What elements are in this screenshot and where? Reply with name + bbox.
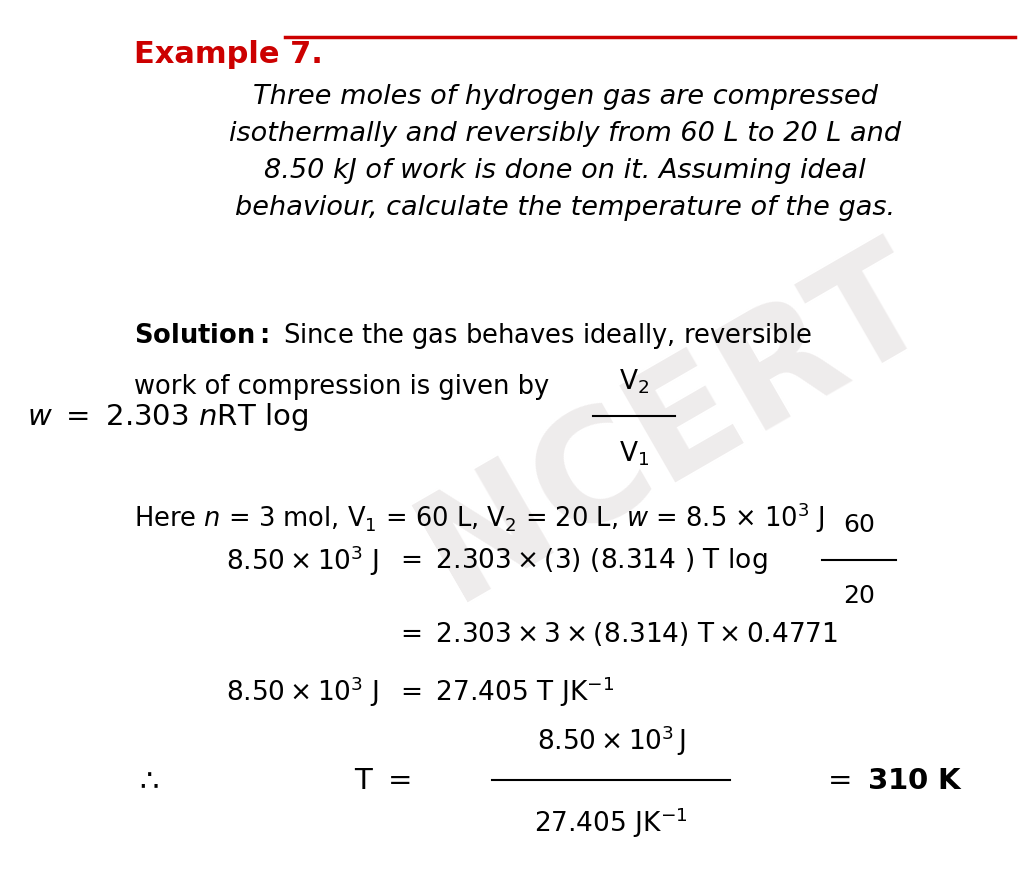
Text: $8.50 \times 10^3\ \mathrm{J}$: $8.50 \times 10^3\ \mathrm{J}$ xyxy=(225,543,379,577)
Text: $\mathrm{T}\ =$: $\mathrm{T}\ =$ xyxy=(353,766,410,794)
Text: $\bf{Solution:}$ Since the gas behaves ideally, reversible: $\bf{Solution:}$ Since the gas behaves i… xyxy=(134,321,812,351)
Text: work of compression is given by: work of compression is given by xyxy=(134,374,549,400)
Text: $20$: $20$ xyxy=(843,583,874,608)
Text: NCERT: NCERT xyxy=(396,222,954,629)
Text: $w\ =\ 2.303\ n\mathrm{RT}\ \log$: $w\ =\ 2.303\ n\mathrm{RT}\ \log$ xyxy=(28,400,308,432)
Text: Example 7.: Example 7. xyxy=(134,40,323,69)
Text: $\therefore$: $\therefore$ xyxy=(134,766,160,794)
Text: $8.50 \times 10^3\ \mathrm{J}$: $8.50 \times 10^3\ \mathrm{J}$ xyxy=(225,674,379,708)
Text: $=\ 2.303 \times 3 \times (8.314)\ \mathrm{T} \times 0.4771$: $=\ 2.303 \times 3 \times (8.314)\ \math… xyxy=(395,619,838,648)
Text: $=\ \mathbf{310\ K}$: $=\ \mathbf{310\ K}$ xyxy=(822,766,963,794)
Text: $8.50\times10^3\,\mathrm{J}$: $8.50\times10^3\,\mathrm{J}$ xyxy=(537,723,686,757)
Text: $60$: $60$ xyxy=(843,512,874,537)
Text: Three moles of hydrogen gas are compressed
isothermally and reversibly from 60 L: Three moles of hydrogen gas are compress… xyxy=(229,84,901,221)
Text: $=\ 27.405\ \mathrm{T\ JK}^{-1}$: $=\ 27.405\ \mathrm{T\ JK}^{-1}$ xyxy=(395,674,614,708)
Text: Here $n$ = 3 mol, V$_1$ = 60 L, V$_2$ = 20 L, $w$ = 8.5 × 10$^3$ J: Here $n$ = 3 mol, V$_1$ = 60 L, V$_2$ = … xyxy=(134,500,824,534)
Text: $27.405\ \mathrm{JK}^{-1}$: $27.405\ \mathrm{JK}^{-1}$ xyxy=(535,805,688,839)
Text: $=\ 2.303 \times (3)\ (8.314\ )\ \mathrm{T}\ \log$: $=\ 2.303 \times (3)\ (8.314\ )\ \mathrm… xyxy=(395,545,768,575)
Text: $\mathrm{V}_1$: $\mathrm{V}_1$ xyxy=(618,439,649,468)
Text: $\mathrm{V}_2$: $\mathrm{V}_2$ xyxy=(618,367,649,395)
